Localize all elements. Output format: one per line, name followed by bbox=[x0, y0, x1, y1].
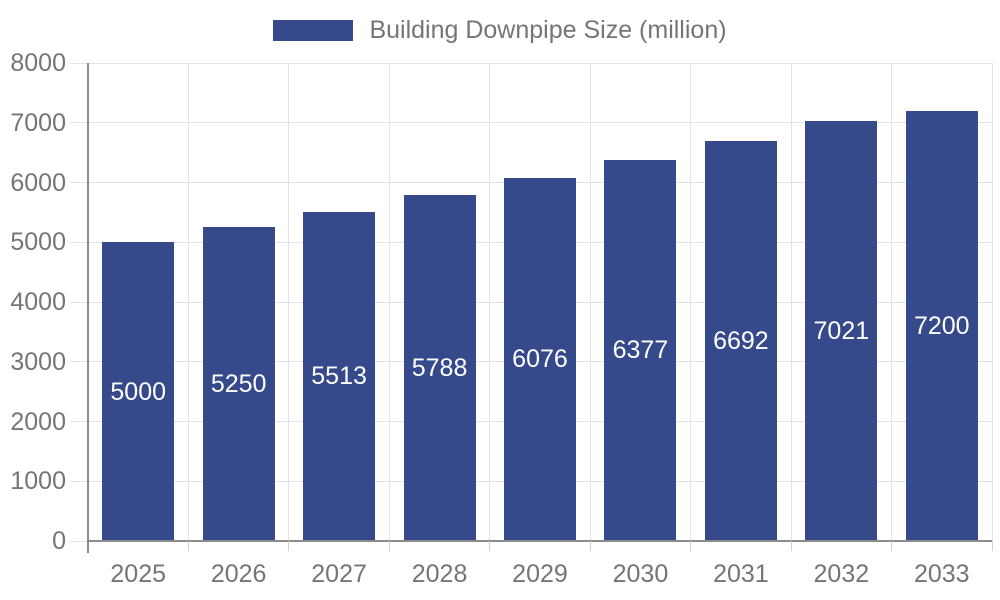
gridline-vertical bbox=[388, 63, 390, 541]
legend-label: Building Downpipe Size (million) bbox=[369, 16, 727, 44]
x-axis-label: 2029 bbox=[512, 560, 568, 588]
bar bbox=[905, 110, 978, 541]
gridline-vertical bbox=[991, 63, 993, 541]
x-axis-tick bbox=[187, 541, 189, 551]
y-axis-label y-label: 0 bbox=[52, 527, 66, 555]
x-axis-label: 2033 bbox=[913, 560, 970, 588]
bar-value-label: 5513 bbox=[311, 362, 367, 391]
y-axis-label y-label: 1000 bbox=[10, 467, 66, 496]
legend-swatch-icon bbox=[273, 20, 354, 41]
gridline-vertical bbox=[288, 63, 290, 541]
chart-legend: Building Downpipe Size (million) bbox=[0, 16, 1000, 45]
gridline-horizontal bbox=[88, 62, 992, 64]
x-axis-label: 2025 bbox=[110, 560, 167, 588]
x-axis-label: 2032 bbox=[813, 560, 870, 588]
x-axis-tick bbox=[388, 541, 390, 551]
gridline-vertical bbox=[187, 63, 189, 541]
x-axis-tick bbox=[790, 541, 792, 551]
y-axis-tick bbox=[70, 301, 88, 303]
bar-value-label: 5000 bbox=[110, 377, 167, 406]
x-axis-label: 2027 bbox=[311, 560, 367, 588]
bar bbox=[704, 141, 777, 541]
bar bbox=[403, 195, 476, 541]
y-axis-label y-label: 8000 bbox=[10, 49, 66, 77]
y-axis-tick bbox=[70, 540, 88, 542]
gridline-horizontal bbox=[88, 122, 992, 124]
bar bbox=[604, 159, 677, 541]
x-axis-tick bbox=[489, 541, 491, 551]
y-axis-label y-label: 5000 bbox=[10, 228, 66, 257]
bar-value-label: 7200 bbox=[913, 311, 970, 340]
x-axis-line bbox=[88, 540, 992, 542]
bar-value-label: 6377 bbox=[612, 336, 669, 365]
gridline-vertical bbox=[891, 63, 893, 541]
y-axis-tick bbox=[70, 182, 88, 183]
bar bbox=[805, 121, 878, 541]
y-axis-label y-label: 6000 bbox=[10, 168, 66, 197]
x-axis-label: 2031 bbox=[713, 560, 769, 588]
x-axis-label: 2028 bbox=[411, 560, 468, 588]
bar-value-label: 5788 bbox=[411, 354, 468, 383]
y-axis-label y-label: 7000 bbox=[10, 108, 66, 137]
x-axis-tick bbox=[589, 541, 591, 551]
bar bbox=[504, 177, 576, 541]
y-axis-tick bbox=[70, 122, 88, 124]
gridline-vertical bbox=[489, 63, 491, 541]
x-axis-label: 2030 bbox=[612, 560, 669, 588]
y-axis-tick bbox=[70, 480, 88, 482]
bar bbox=[202, 227, 275, 541]
bar-value-label: 5250 bbox=[210, 370, 267, 399]
bar-value-label: 7021 bbox=[813, 317, 870, 346]
y-axis-tick bbox=[70, 62, 88, 64]
x-axis-tick bbox=[690, 541, 692, 551]
y-axis-label y-label: 2000 bbox=[10, 407, 66, 436]
x-axis-tick bbox=[991, 541, 993, 551]
bar-value-label: 6076 bbox=[512, 345, 568, 374]
x-axis-tick bbox=[891, 541, 893, 551]
y-axis-tick bbox=[70, 241, 88, 243]
x-axis-tick bbox=[288, 541, 290, 551]
gridline-vertical bbox=[790, 63, 792, 541]
bar-value-label: 6692 bbox=[713, 327, 769, 356]
y-axis-tick bbox=[70, 361, 88, 363]
y-axis-line bbox=[87, 63, 89, 553]
bar bbox=[102, 242, 175, 541]
y-axis-label y-label: 4000 bbox=[10, 288, 66, 316]
y-axis-label y-label: 3000 bbox=[10, 347, 66, 376]
gridline-vertical bbox=[589, 63, 591, 541]
x-axis-label: 2026 bbox=[210, 560, 267, 588]
gridline-vertical bbox=[690, 63, 692, 541]
y-axis-tick bbox=[70, 421, 88, 422]
bar bbox=[303, 211, 376, 541]
